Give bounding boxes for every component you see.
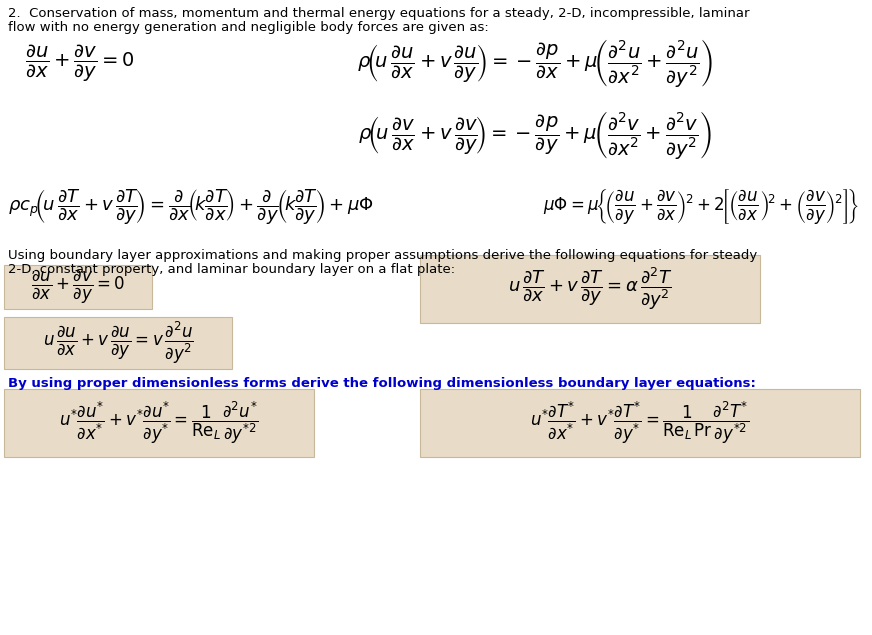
Text: $\rho\!\left(\!u\,\dfrac{\partial v}{\partial x}+v\,\dfrac{\partial v}{\partial : $\rho\!\left(\!u\,\dfrac{\partial v}{\pa…	[358, 109, 712, 161]
FancyBboxPatch shape	[4, 265, 152, 309]
Text: $u^{*}\dfrac{\partial T^{*}}{\partial x^{*}}+v^{*}\dfrac{\partial T^{*}}{\partia: $u^{*}\dfrac{\partial T^{*}}{\partial x^…	[530, 400, 750, 446]
Text: $\dfrac{\partial u}{\partial x}+\dfrac{\partial v}{\partial y}=0$: $\dfrac{\partial u}{\partial x}+\dfrac{\…	[31, 268, 125, 306]
FancyBboxPatch shape	[420, 255, 760, 323]
Text: $u\,\dfrac{\partial T}{\partial x}+v\,\dfrac{\partial T}{\partial y}=\alpha\,\df: $u\,\dfrac{\partial T}{\partial x}+v\,\d…	[508, 265, 672, 312]
Text: $u^{*}\dfrac{\partial u^{*}}{\partial x^{*}}+v^{*}\dfrac{\partial u^{*}}{\partia: $u^{*}\dfrac{\partial u^{*}}{\partial x^…	[59, 400, 259, 446]
FancyBboxPatch shape	[4, 389, 314, 457]
Text: By using proper dimensionless forms derive the following dimensionless boundary : By using proper dimensionless forms deri…	[8, 377, 756, 390]
Text: $\mu\Phi=\mu\!\left\{\!\left(\dfrac{\partial u}{\partial y}+\dfrac{\partial v}{\: $\mu\Phi=\mu\!\left\{\!\left(\dfrac{\par…	[543, 187, 859, 227]
Text: $\rho\!\left(\!u\,\dfrac{\partial u}{\partial x}+v\,\dfrac{\partial u}{\partial : $\rho\!\left(\!u\,\dfrac{\partial u}{\pa…	[358, 37, 713, 89]
Text: $u\,\dfrac{\partial u}{\partial x}+v\,\dfrac{\partial u}{\partial y}=v\,\dfrac{\: $u\,\dfrac{\partial u}{\partial x}+v\,\d…	[43, 320, 194, 366]
Text: Using boundary layer approximations and making proper assumptions derive the fol: Using boundary layer approximations and …	[8, 249, 757, 262]
Text: $\dfrac{\partial u}{\partial x} + \dfrac{\partial v}{\partial y} = 0$: $\dfrac{\partial u}{\partial x} + \dfrac…	[25, 43, 135, 84]
Text: 2.  Conservation of mass, momentum and thermal energy equations for a steady, 2-: 2. Conservation of mass, momentum and th…	[8, 7, 750, 20]
FancyBboxPatch shape	[4, 317, 232, 369]
FancyBboxPatch shape	[420, 389, 860, 457]
Text: $\rho c_{p}\!\left(\!u\,\dfrac{\partial T}{\partial x}+v\,\dfrac{\partial T}{\pa: $\rho c_{p}\!\left(\!u\,\dfrac{\partial …	[8, 187, 374, 227]
Text: 2-D, constant property, and laminar boundary layer on a flat plate:: 2-D, constant property, and laminar boun…	[8, 263, 455, 276]
Text: flow with no energy generation and negligible body forces are given as:: flow with no energy generation and negli…	[8, 21, 488, 34]
